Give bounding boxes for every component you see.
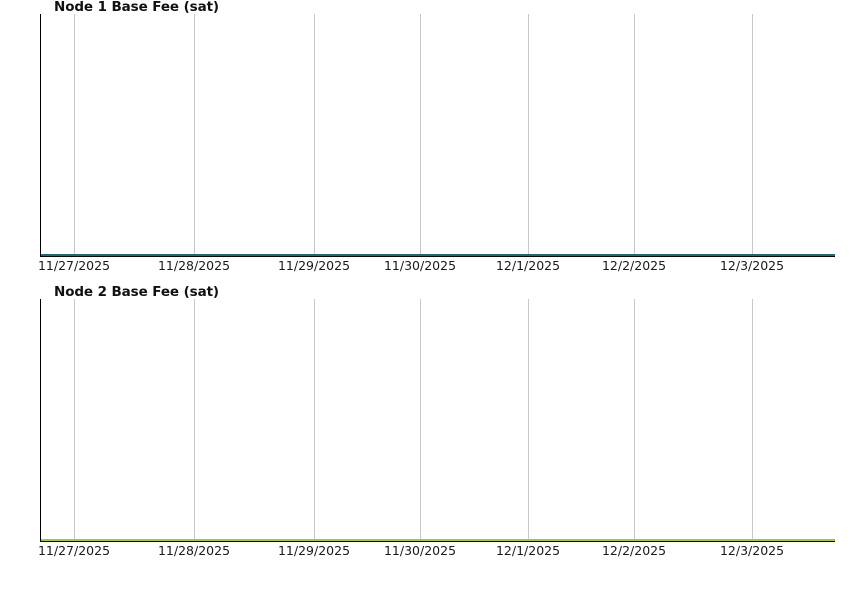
gridline [528,14,529,256]
gridline [314,299,315,541]
gridline [420,299,421,541]
x-axis-tick-label: 11/27/2025 [37,543,111,558]
gridline [752,299,753,541]
y-axis-node-1 [40,14,41,257]
x-axis-tick-label: 11/28/2025 [157,258,231,273]
data-point-marker [194,254,196,256]
x-axis-tick-label: 11/28/2025 [157,543,231,558]
y-axis-node-2 [40,299,41,542]
data-point-marker [74,254,76,256]
x-axis-node-2 [40,541,835,542]
x-axis-tick-label: 12/1/2025 [495,258,561,273]
data-point-marker [420,539,422,541]
gridline [74,14,75,256]
gridline [528,299,529,541]
x-axis-tick-label: 11/27/2025 [37,258,111,273]
gridline [194,14,195,256]
x-axis-labels-node-1: 11/27/2025 11/28/2025 11/29/2025 11/30/2025… [0,258,860,276]
data-point-marker [634,254,636,256]
x-axis-tick-label: 11/30/2025 [383,258,457,273]
x-axis-tick-label: 11/29/2025 [277,258,351,273]
data-point-marker [420,254,422,256]
chart-title-node-2: Node 2 Base Fee (sat) [54,284,220,300]
chart-panel-node-2: Node 2 Base Fee (sat) 11/27/2025 11/28/20… [0,285,860,585]
data-point-marker [528,254,530,256]
series-line-node-2 [41,539,835,541]
plot-area-node-2 [40,299,835,542]
plot-area-node-1 [40,14,835,257]
x-axis-labels-node-2: 11/27/2025 11/28/2025 11/29/2025 11/30/2025… [0,543,860,561]
data-point-marker [194,539,196,541]
x-axis-tick-label: 11/30/2025 [383,543,457,558]
gridline [74,299,75,541]
gridline [634,299,635,541]
x-axis-tick-label: 12/1/2025 [495,543,561,558]
data-point-marker [752,539,754,541]
gridline [420,14,421,256]
data-point-marker [752,254,754,256]
gridline [634,14,635,256]
data-point-marker [634,539,636,541]
series-line-node-1 [41,254,835,256]
x-axis-tick-label: 12/3/2025 [719,543,785,558]
x-axis-tick-label: 12/2/2025 [601,543,667,558]
data-point-marker [528,539,530,541]
data-point-marker [314,254,316,256]
chart-panel-node-1: Node 1 Base Fee (sat) 11/27/2025 11/28/20… [0,0,860,285]
x-axis-node-1 [40,256,835,257]
gridline [194,299,195,541]
data-point-marker [74,539,76,541]
gridline [752,14,753,256]
chart-title-node-1: Node 1 Base Fee (sat) [54,0,220,15]
data-point-marker [314,539,316,541]
gridline [314,14,315,256]
x-axis-tick-label: 11/29/2025 [277,543,351,558]
x-axis-tick-label: 12/3/2025 [719,258,785,273]
x-axis-tick-label: 12/2/2025 [601,258,667,273]
